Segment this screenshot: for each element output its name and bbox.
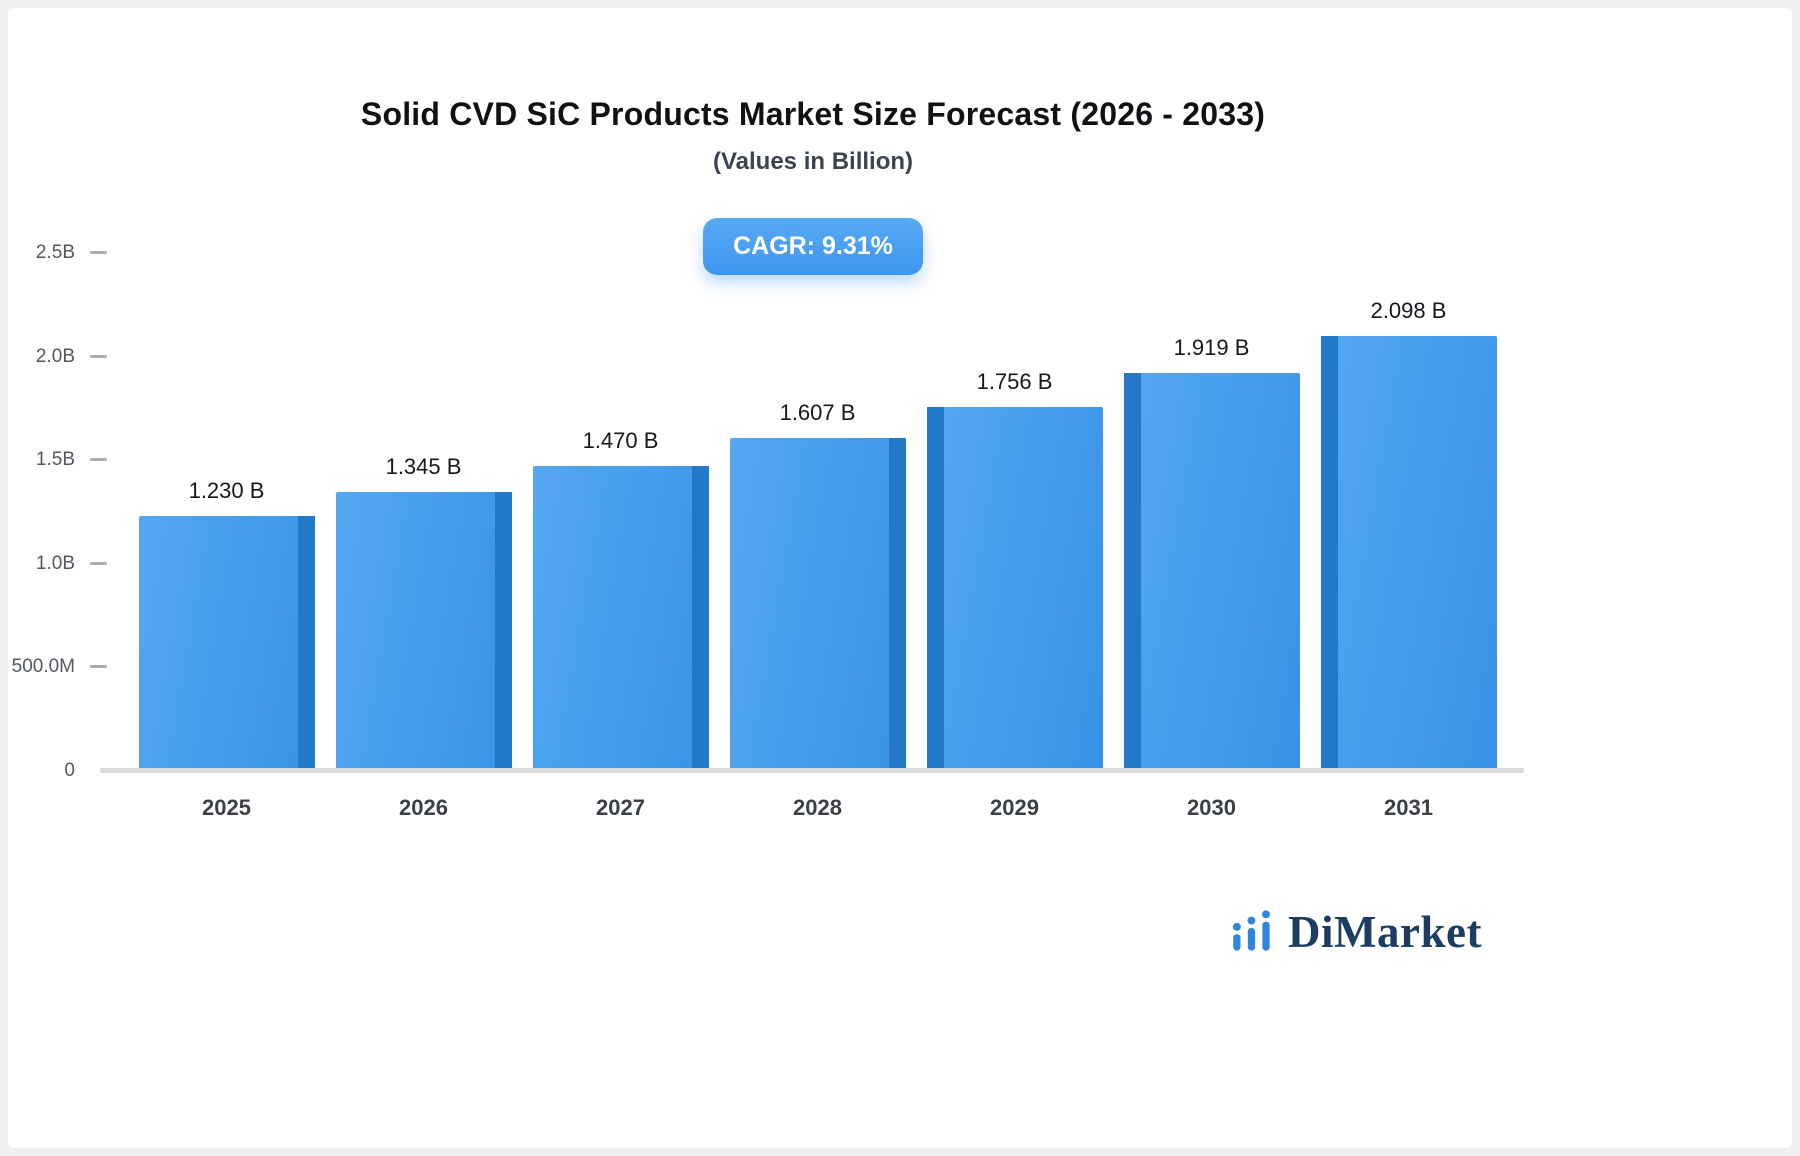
brand-name: DiMarket <box>1288 907 1482 957</box>
y-tick-label: 2.0B <box>35 345 75 367</box>
chart-card: Solid CVD SiC Products Market Size Forec… <box>8 8 1792 1148</box>
brand-logo: DiMarket <box>1230 906 1482 958</box>
bar-2025: 1.230 B 2025 <box>138 478 315 820</box>
bar-2031: 2.098 B 2031 <box>1320 298 1497 820</box>
x-axis-baseline <box>100 768 1524 773</box>
chart-title: Solid CVD SiC Products Market Size Forec… <box>360 96 1266 132</box>
bar-value-label: 1.345 B <box>385 454 462 480</box>
y-tick-label: 500.0M <box>11 656 75 678</box>
bar-side-face <box>1320 336 1338 771</box>
bar-side-face <box>1123 373 1141 771</box>
chart-subtitle: (Values in Billion) <box>712 148 914 175</box>
y-tick-label: 1.5B <box>35 449 75 471</box>
x-axis-label: 2029 <box>990 795 1039 820</box>
bar-value-label: 1.470 B <box>582 428 659 454</box>
bar-value-label: 1.607 B <box>779 400 856 426</box>
bar-value-label: 1.230 B <box>188 478 265 504</box>
bar-side-face <box>888 438 906 771</box>
cagr-badge: CAGR: 9.31% <box>703 218 923 275</box>
bar-2028: 1.607 B 2028 <box>729 400 906 820</box>
bar-2027: 1.470 B 2027 <box>532 428 709 820</box>
x-axis-label: 2031 <box>1384 795 1433 820</box>
x-axis-label: 2025 <box>202 795 251 820</box>
bar-value-label: 1.756 B <box>976 369 1053 395</box>
y-tick-mark <box>90 665 107 669</box>
y-tick-label: 1.0B <box>35 552 75 574</box>
y-tick-mark <box>90 561 107 565</box>
bar-side-face <box>297 516 315 771</box>
y-tick-label: 2.5B <box>35 242 75 263</box>
bar-2026: 1.345 B 2026 <box>335 454 512 820</box>
x-axis-label: 2027 <box>596 795 645 820</box>
bar-2030: 1.919 B 2030 <box>1123 335 1300 820</box>
brand-chart-icon <box>1232 910 1270 951</box>
x-axis-label: 2028 <box>793 795 842 820</box>
bar-side-face <box>691 466 709 771</box>
chart-header: Solid CVD SiC Products Market Size Forec… <box>8 96 1618 275</box>
y-axis: 2.5B 2.0B 1.5B 1.0B 500.0M 0 <box>8 242 115 781</box>
bar-side-face <box>494 492 512 771</box>
y-tick-mark <box>90 354 107 358</box>
x-axis-label: 2030 <box>1187 795 1236 820</box>
x-axis-label: 2026 <box>399 795 448 820</box>
bar-side-face <box>926 407 944 771</box>
bar-value-label: 2.098 B <box>1370 298 1447 324</box>
bar-value-label: 1.919 B <box>1173 335 1250 361</box>
y-tick-label: 0 <box>64 760 75 781</box>
bar-2029: 1.756 B 2029 <box>926 369 1103 820</box>
y-tick-mark <box>90 458 107 462</box>
y-tick-mark <box>90 251 107 254</box>
plot-area: 1.230 B 2025 1.345 B 2026 1.470 B 2027 1.607 B… <box>115 253 1520 820</box>
